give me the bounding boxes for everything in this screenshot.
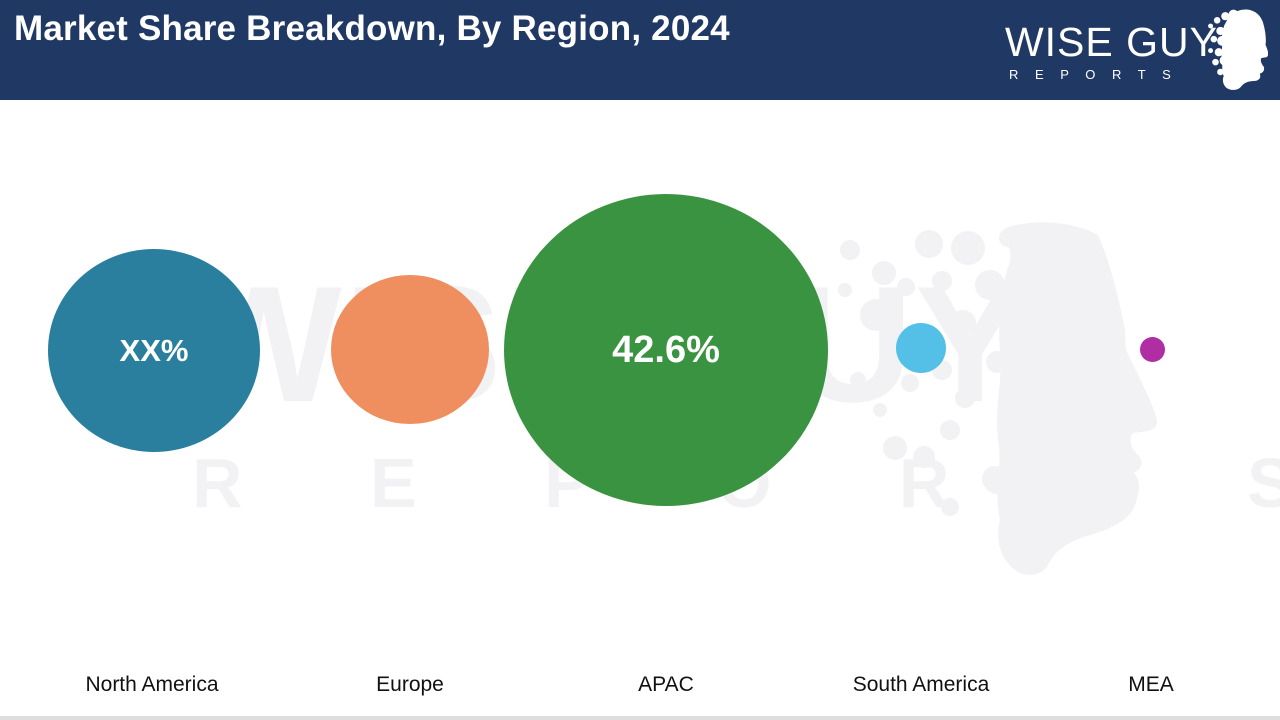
bottom-divider bbox=[0, 716, 1280, 720]
category-label-mea: MEA bbox=[1128, 673, 1174, 696]
logo-wordmark: WISE GUY bbox=[1004, 19, 1218, 65]
category-label-north-america: North America bbox=[85, 673, 219, 696]
category-label-south-america: South America bbox=[852, 673, 990, 696]
bubble-value-label: XX% bbox=[119, 332, 189, 368]
header-bar: Market Share Breakdown, By Region, 2024 … bbox=[0, 0, 1280, 100]
category-label-europe: Europe bbox=[376, 673, 444, 696]
wise-guy-logo: WISE GUY R E P O R T S bbox=[1004, 2, 1269, 101]
bubble-mea bbox=[1140, 337, 1165, 362]
bubble-south-america bbox=[896, 323, 946, 373]
logo-head-icon bbox=[1204, 2, 1269, 101]
logo-tagline: R E P O R T S bbox=[1008, 67, 1178, 82]
bubble-apac: 42.6% bbox=[504, 194, 828, 506]
page-title: Market Share Breakdown, By Region, 2024 bbox=[14, 9, 730, 48]
category-label-apac: APAC bbox=[638, 673, 694, 696]
bubble-value-label: 42.6% bbox=[612, 328, 720, 371]
logo-text: WISE GUY R E P O R T S bbox=[1004, 19, 1218, 83]
bubble-north-america: XX% bbox=[48, 249, 260, 452]
watermark-head-icon bbox=[790, 220, 1180, 585]
bubble-europe bbox=[331, 275, 489, 424]
